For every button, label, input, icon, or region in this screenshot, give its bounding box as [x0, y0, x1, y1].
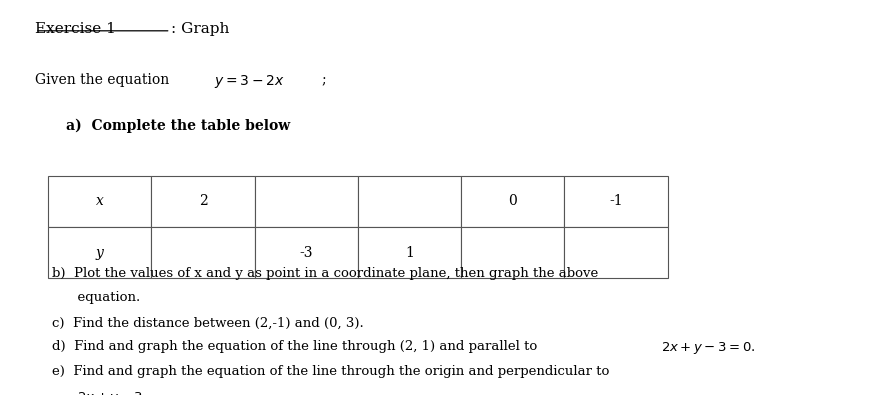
Bar [461, 176, 564, 227]
Text: y: y [95, 246, 103, 260]
Bar [255, 227, 358, 278]
Text: -1: -1 [609, 194, 623, 209]
Text: x: x [95, 194, 103, 209]
Text: -3: -3 [299, 246, 313, 260]
Text: equation.: equation. [52, 291, 141, 304]
Bar [358, 227, 461, 278]
Text: : Graph: : Graph [171, 22, 229, 36]
Text: b)  Plot the values of x and y as point in a coordinate plane, then graph the ab: b) Plot the values of x and y as point i… [52, 267, 599, 280]
Bar [358, 176, 461, 227]
Text: ;: ; [321, 73, 326, 87]
Text: $2x + y = 3$: $2x + y = 3$ [52, 390, 144, 395]
Text: $2x + y - 3 = 0$.: $2x + y - 3 = 0$. [661, 340, 755, 357]
Text: c)  Find the distance between (2,-1) and (0, 3).: c) Find the distance between (2,-1) and … [52, 316, 364, 329]
Text: 0: 0 [508, 194, 517, 209]
Text: Exercise 1: Exercise 1 [35, 22, 116, 36]
Text: a)  Complete the table below: a) Complete the table below [66, 118, 290, 133]
Text: 2: 2 [199, 194, 207, 209]
Text: d)  Find and graph the equation of the line through (2, 1) and parallel to: d) Find and graph the equation of the li… [52, 340, 542, 354]
Bar [564, 227, 668, 278]
Bar [461, 227, 564, 278]
Text: e)  Find and graph the equation of the line through the origin and perpendicular: e) Find and graph the equation of the li… [52, 365, 610, 378]
Bar [151, 176, 255, 227]
Text: $y = 3 - 2x$: $y = 3 - 2x$ [214, 73, 285, 90]
Text: Given the equation: Given the equation [35, 73, 173, 87]
Bar [48, 176, 151, 227]
Text: 1: 1 [405, 246, 414, 260]
Bar [564, 176, 668, 227]
Bar [151, 227, 255, 278]
Bar [48, 227, 151, 278]
Bar [255, 176, 358, 227]
